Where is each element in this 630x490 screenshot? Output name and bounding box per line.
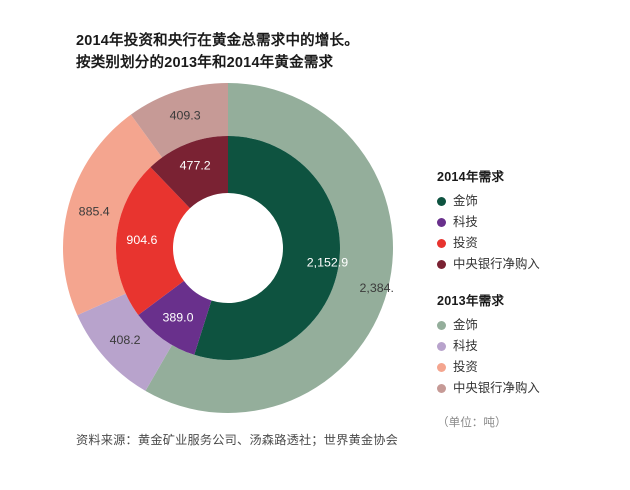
legend-item-label: 金饰	[453, 317, 478, 332]
legend-item[interactable]: 投资	[437, 357, 617, 377]
legend-swatch-icon	[437, 341, 446, 351]
donut-segment[interactable]	[138, 280, 212, 355]
donut-segment[interactable]	[63, 114, 163, 316]
legend-swatch-icon	[437, 259, 446, 269]
source-note: 资料来源：黄金矿业服务公司、汤森路透社；世界黄金协会	[76, 433, 399, 447]
legend-group-heading: 2013年需求	[437, 294, 505, 308]
title-line-1: 2014年投资和央行在黄金总需求中的增长。	[76, 33, 359, 49]
legend-item[interactable]: 金饰	[437, 315, 617, 335]
chart-legend: 2014年需求 金饰 科技 投资 中央银行净购入 2013年需求 金饰 科技 投资 中央银行净购入…	[437, 166, 617, 430]
donut-segment[interactable]	[194, 136, 340, 360]
nested-donut-chart: 2,152.9 389.0 904.6 477.2 2,384.6 408.2 885.4 4…	[63, 83, 393, 413]
legend-item-label: 中央银行净购入	[453, 380, 540, 395]
legend-swatch-icon	[437, 238, 446, 248]
donut-svg: 2,152.9 389.0 904.6 477.2 2,384.6 408.2 885.4 4…	[63, 83, 393, 413]
legend-group-1: 2013年需求金饰科技投资中央银行净购入	[437, 290, 617, 398]
donut-segment[interactable]	[77, 293, 172, 391]
segment-value-label: 2,384.6	[360, 281, 393, 295]
segment-value-label: 2,152.9	[307, 256, 348, 270]
legend-item[interactable]: 金饰	[437, 191, 617, 211]
inner-ring-2014	[115, 136, 340, 360]
legend-groups: 2014年需求 金饰 科技 投资 中央银行净购入 2013年需求 金饰 科技 投资 中央银行净购入	[437, 166, 617, 398]
legend-item[interactable]: 科技	[437, 212, 617, 232]
donut-segment[interactable]	[130, 83, 228, 158]
segment-value-label: 477.2	[180, 159, 211, 173]
legend-group-heading: 2014年需求	[437, 170, 505, 184]
legend-item-label: 科技	[453, 214, 478, 229]
chart-title: 2014年投资和央行在黄金总需求中的增长。 按类别划分的2013年和2014年黄…	[76, 30, 476, 74]
legend-item-label: 投资	[453, 359, 478, 374]
segment-value-label: 408.2	[110, 333, 141, 347]
legend-group-0: 2014年需求金饰科技投资中央银行净购入	[437, 166, 617, 274]
legend-item-label: 投资	[453, 235, 478, 250]
legend-swatch-icon	[437, 383, 446, 393]
legend-item[interactable]: 中央银行净购入	[437, 378, 617, 398]
title-line-2: 按类别划分的2013年和2014年黄金需求	[76, 55, 334, 71]
legend-item[interactable]: 科技	[437, 336, 617, 356]
legend-item-label: 中央银行净购入	[453, 256, 540, 271]
segment-value-label: 904.6	[126, 233, 157, 247]
donut-segment[interactable]	[150, 136, 228, 209]
legend-item[interactable]: 中央银行净购入	[437, 254, 617, 274]
legend-item-label: 金饰	[453, 193, 478, 208]
segment-value-labels: 2,152.9 389.0 904.6 477.2 2,384.6 408.2 885.4 4…	[79, 109, 393, 347]
legend-unit-note: （单位：吨）	[437, 416, 507, 429]
segment-value-label: 885.4	[79, 205, 110, 219]
donut-segment[interactable]	[115, 167, 190, 316]
segment-value-label: 409.3	[170, 109, 201, 123]
legend-swatch-icon	[437, 217, 446, 227]
outer-ring-2013	[63, 83, 393, 413]
legend-swatch-icon	[437, 196, 446, 206]
legend-item-label: 科技	[453, 338, 478, 353]
legend-swatch-icon	[437, 320, 446, 330]
segment-value-label: 389.0	[163, 311, 194, 325]
legend-swatch-icon	[437, 362, 446, 372]
donut-segment[interactable]	[145, 83, 393, 413]
legend-item[interactable]: 投资	[437, 233, 617, 253]
